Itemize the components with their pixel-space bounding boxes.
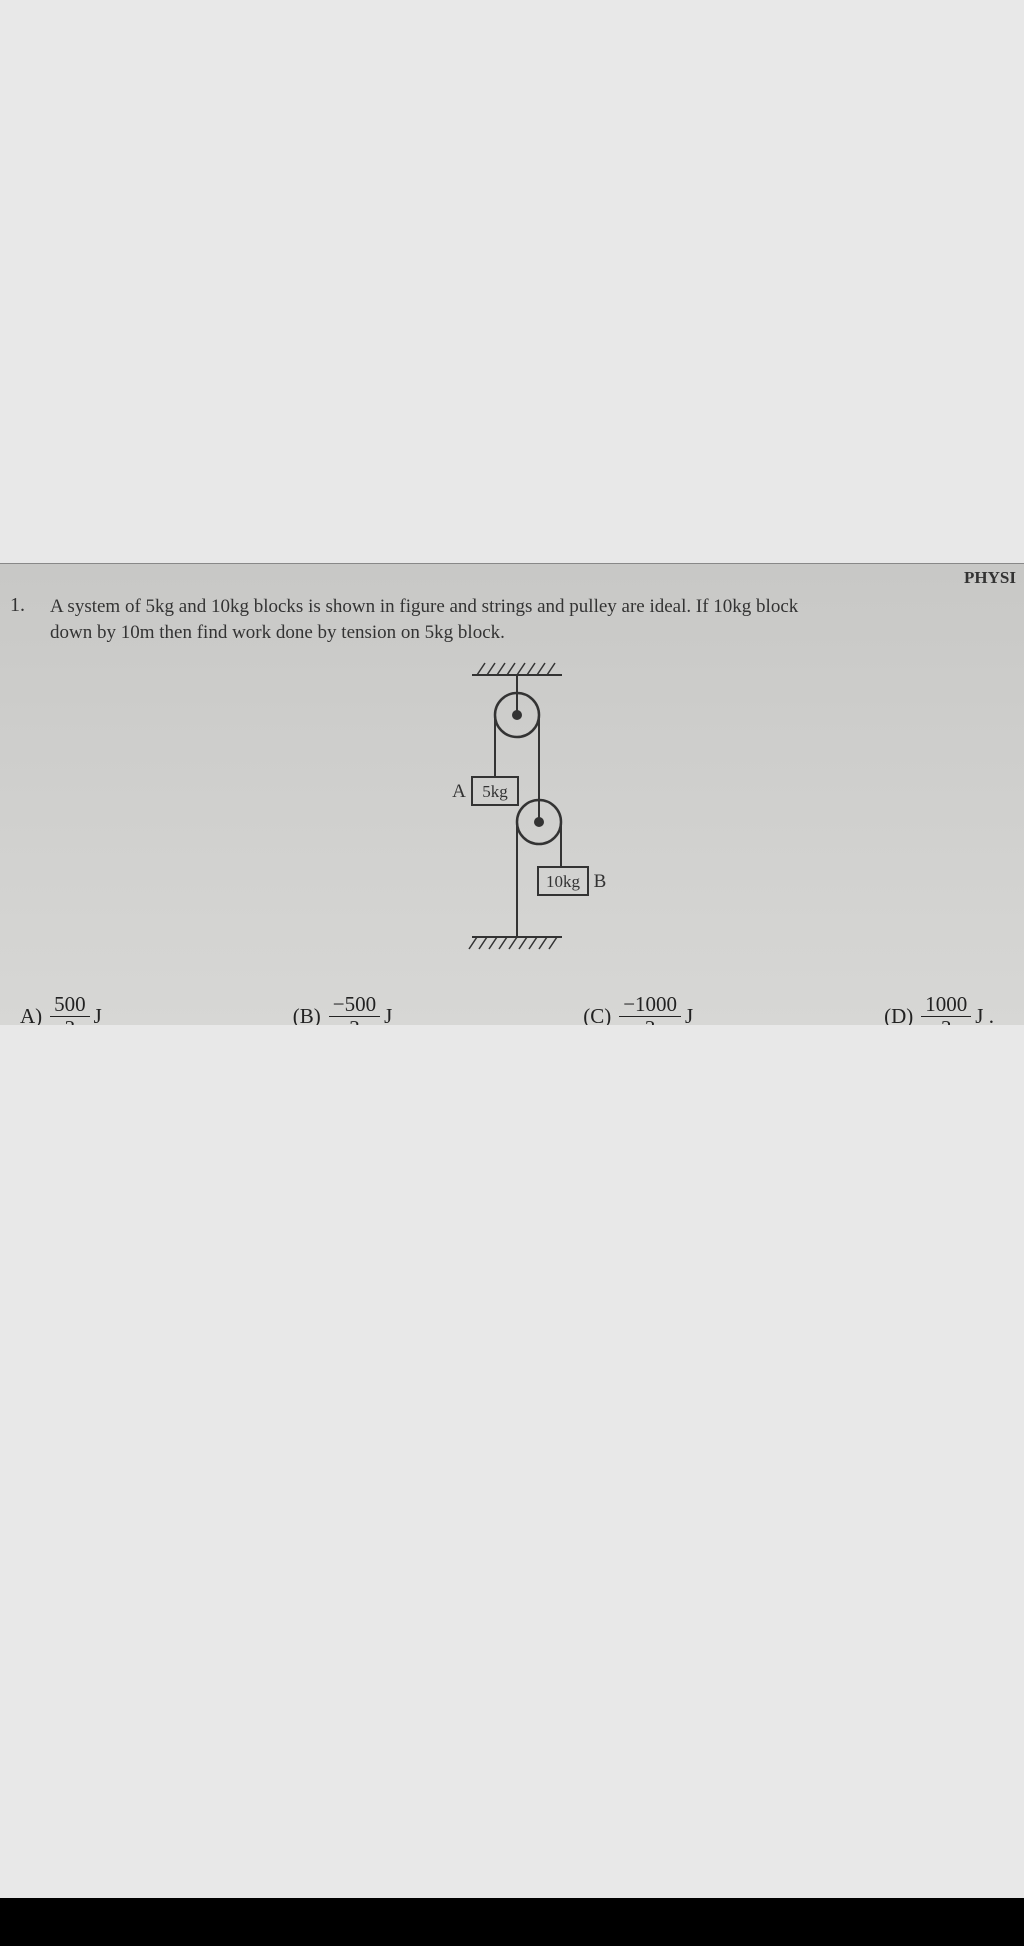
- question-line-1: A system of 5kg and 10kg blocks is shown…: [50, 596, 798, 617]
- header-row: PHYSI: [0, 566, 1024, 588]
- block-b-label-text: B: [594, 871, 607, 892]
- block-a: 5kg A: [452, 777, 518, 805]
- block-a-label-text: A: [452, 781, 466, 802]
- ground-icon: [469, 937, 562, 949]
- bottom-bar: [0, 1898, 1024, 1946]
- pulley-diagram: 5kg A 10kg B: [382, 657, 642, 967]
- option-a-num: 500: [50, 993, 90, 1017]
- question-line-2: down by 10m then find work done by tensi…: [50, 622, 505, 643]
- lower-pulley-icon: [517, 800, 561, 844]
- subject-label: PHYSI: [964, 568, 1016, 588]
- header-divider: [0, 563, 1024, 564]
- option-b-num: −500: [329, 993, 380, 1017]
- question-row: 1. A system of 5kg and 10kg blocks is sh…: [0, 588, 1024, 645]
- block-b-mass-text: 10kg: [546, 872, 581, 891]
- ceiling-icon: [472, 663, 562, 675]
- question-panel: PHYSI 1. A system of 5kg and 10kg blocks…: [0, 563, 1024, 1054]
- option-d-num: 1000: [921, 993, 971, 1017]
- block-a-mass-text: 5kg: [482, 782, 508, 801]
- lower-background: [0, 1025, 1024, 1898]
- upper-pulley-icon: [495, 693, 539, 737]
- option-c-num: −1000: [619, 993, 681, 1017]
- diagram-area: 5kg A 10kg B: [0, 645, 1024, 985]
- question-text: A system of 5kg and 10kg blocks is shown…: [50, 594, 798, 645]
- block-b: 10kg B: [538, 867, 606, 895]
- question-number: 1.: [10, 594, 50, 645]
